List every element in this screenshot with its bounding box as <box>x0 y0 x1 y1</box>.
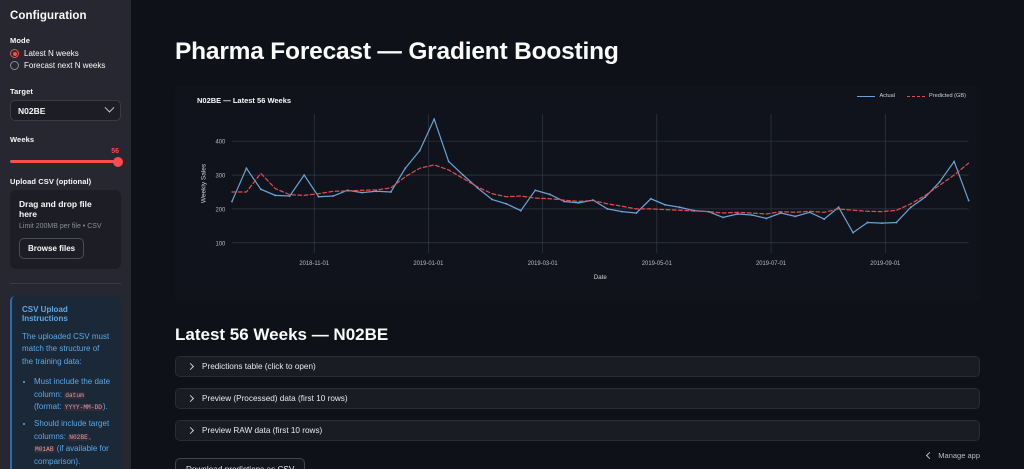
drop-zone-title: Drag and drop file here <box>19 199 92 219</box>
code-n02be: N02BE <box>68 433 89 441</box>
svg-text:2019-07-01: 2019-07-01 <box>756 261 787 267</box>
chart-subtitle: N02BE — Latest 56 Weeks <box>197 96 292 105</box>
radio-forecast-next-n-weeks[interactable]: Forecast next N weeks <box>10 61 121 70</box>
weeks-label: Weeks <box>10 135 35 144</box>
chevron-right-icon <box>186 362 195 371</box>
expander-label: Preview RAW data (first 10 rows) <box>202 426 323 435</box>
instructions-title: CSV Upload Instructions <box>22 305 68 323</box>
code-date-format: YYYY-MM-DD <box>63 403 103 411</box>
legend-swatch-actual <box>857 95 876 97</box>
list-item: Must include the date column: datum (for… <box>34 376 112 413</box>
expander-raw-preview[interactable]: Preview RAW data (first 10 rows) <box>175 420 980 441</box>
bullet-text-post: (if available for comparison). <box>34 444 109 466</box>
file-drop-zone[interactable]: Drag and drop file here Limit 200MB per … <box>10 190 121 269</box>
svg-text:2018-11-01: 2018-11-01 <box>299 261 329 267</box>
expander-label: Predictions table (click to open) <box>202 362 316 371</box>
chevron-left-icon <box>926 451 934 460</box>
weeks-slider-thumb[interactable] <box>113 156 123 167</box>
weeks-slider-value: 56 <box>111 148 119 155</box>
chart-legend: Actual Predicted (GB) <box>857 93 966 99</box>
expander-predictions-table[interactable]: Predictions table (click to open) <box>175 356 980 377</box>
svg-text:200: 200 <box>215 207 225 213</box>
radio-unselected-icon[interactable] <box>10 61 19 70</box>
forecast-chart-card: N02BE — Latest 56 Weeks Actual Predicted… <box>175 86 980 301</box>
legend-label: Actual <box>879 93 895 99</box>
upload-csv-label: Upload CSV (optional) <box>10 177 92 186</box>
svg-text:300: 300 <box>215 174 225 180</box>
chevron-right-icon <box>186 394 195 403</box>
code-m01ab: M01AB <box>34 446 55 454</box>
legend-item-actual: Actual <box>857 93 895 99</box>
radio-latest-n-weeks[interactable]: Latest N weeks <box>10 49 121 58</box>
bullet-text-pre: Should include target columns: <box>34 419 110 441</box>
legend-swatch-predicted <box>907 95 925 97</box>
svg-text:2019-05-01: 2019-05-01 <box>642 261 673 267</box>
svg-text:400: 400 <box>215 140 225 146</box>
instructions-intro: The uploaded CSV must match the structur… <box>22 332 110 366</box>
line-chart-plot: 100 200 300 400 2018-11-01 2019-01-01 2019-03-… <box>201 114 970 281</box>
svg-text:Weekly Sales: Weekly Sales <box>201 164 208 203</box>
svg-text:2019-03-01: 2019-03-01 <box>528 261 559 267</box>
page-title: Pharma Forecast — Gradient Boosting <box>175 38 619 65</box>
drop-zone-limit: Limit 200MB per file • CSV <box>19 223 102 230</box>
section-title: Latest 56 Weeks — N02BE <box>175 325 389 344</box>
weeks-slider-track[interactable] <box>10 156 123 167</box>
mode-label: Mode <box>10 36 30 45</box>
manage-app-label: Manage app <box>938 451 980 460</box>
radio-label: Forecast next N weeks <box>24 61 106 70</box>
download-predictions-button[interactable]: Download predictions as CSV <box>175 458 306 469</box>
svg-text:100: 100 <box>215 241 225 247</box>
sidebar-title: Configuration <box>10 10 87 22</box>
csv-instructions-panel: CSV Upload Instructions The uploaded CSV… <box>10 296 121 469</box>
instructions-list: Must include the date column: datum (for… <box>22 376 112 468</box>
bullet-text-pre: Must include the date column: <box>34 377 111 399</box>
list-item: Should include target columns: N02BE, M0… <box>34 418 112 468</box>
sidebar-divider <box>10 283 121 284</box>
radio-label: Latest N weeks <box>24 49 79 58</box>
chevron-down-icon <box>104 102 115 113</box>
chevron-right-icon <box>186 426 195 435</box>
expander-label: Preview (Processed) data (first 10 rows) <box>202 394 348 403</box>
target-select-value: N02BE <box>18 105 46 116</box>
bullet-text-mid: (format: <box>34 401 64 411</box>
expander-processed-preview[interactable]: Preview (Processed) data (first 10 rows) <box>175 388 980 409</box>
sidebar: Configuration Mode Latest N weeks Foreca… <box>0 0 131 469</box>
radio-selected-icon[interactable] <box>10 49 19 58</box>
target-select[interactable]: N02BE <box>10 100 121 121</box>
svg-text:2019-09-01: 2019-09-01 <box>870 261 901 267</box>
legend-item-predicted: Predicted (GB) <box>907 93 966 99</box>
code-datum: datum <box>64 391 85 399</box>
legend-label: Predicted (GB) <box>929 93 966 99</box>
bullet-text-post: ). <box>102 401 108 411</box>
manage-app-button[interactable]: Manage app <box>926 451 980 460</box>
svg-text:2019-01-01: 2019-01-01 <box>413 261 444 267</box>
main-content: Pharma Forecast — Gradient Boosting N02B… <box>131 0 1024 469</box>
svg-text:Date: Date <box>594 274 607 281</box>
bullet-text-mid: , <box>88 431 92 441</box>
browse-files-button[interactable]: Browse files <box>19 238 85 259</box>
weeks-slider[interactable]: 56 <box>10 148 123 167</box>
target-label: Target <box>10 87 33 96</box>
